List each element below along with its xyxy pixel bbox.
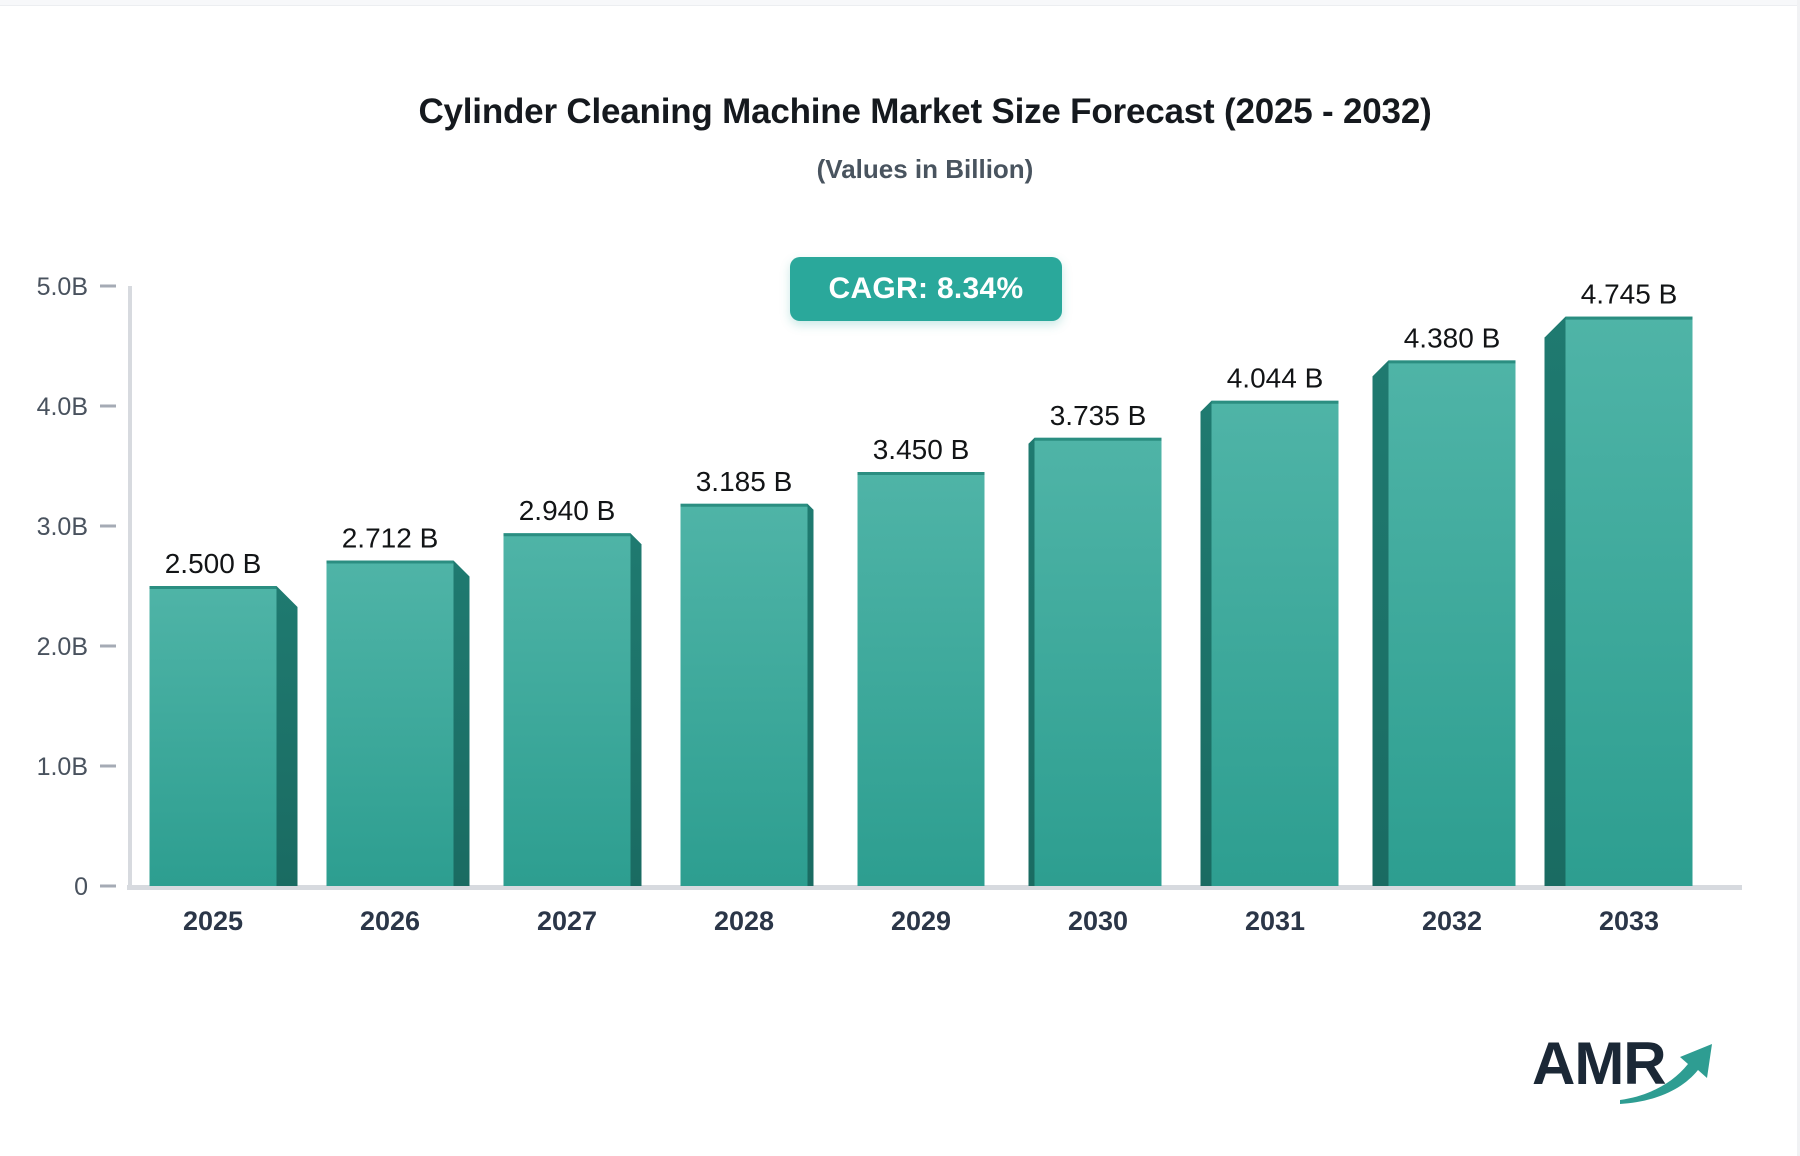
bar-value-label: 3.735 B — [1050, 400, 1147, 431]
bar-value-label: 4.380 B — [1404, 322, 1501, 353]
bar-2028: 3.185 B 2028 — [680, 466, 814, 936]
bar-side-face — [1200, 400, 1212, 886]
bar-side-face — [1544, 316, 1566, 887]
bar-value-label: 2.712 B — [342, 523, 439, 554]
y-tick-label: 3.0B — [37, 513, 88, 541]
bar-2029: 3.450 B 2029 — [857, 434, 985, 936]
y-tick-label: 1.0B — [37, 753, 88, 781]
bar-value-label: 4.745 B — [1581, 279, 1678, 310]
bar-front-face — [503, 533, 631, 886]
bar-side-face — [1372, 360, 1389, 886]
bar-chart: 5.0B 4.0B 3.0B 2.0B 1.0B 0 2.500 B 2025 2.712 B… — [37, 273, 1742, 936]
cagr-badge-label: CAGR: 8.34% — [828, 272, 1024, 305]
x-category-label: 2027 — [537, 906, 597, 936]
bar-side-face — [453, 560, 470, 886]
bar-front-face — [680, 503, 808, 886]
x-category-label: 2033 — [1599, 906, 1659, 936]
x-category-label: 2029 — [891, 906, 951, 936]
chart-title: Cylinder Cleaning Machine Market Size Fo… — [418, 92, 1432, 131]
growth-arrow-icon — [1620, 1044, 1712, 1104]
bar-value-label: 3.185 B — [696, 466, 793, 497]
page-top-strip — [0, 0, 1800, 6]
bar-side-face — [807, 503, 814, 886]
x-category-label: 2031 — [1245, 906, 1305, 936]
x-category-label: 2030 — [1068, 906, 1128, 936]
bar-front-face — [1034, 437, 1162, 886]
bar-side-face — [276, 586, 298, 886]
x-category-label: 2028 — [714, 906, 774, 936]
bar-side-face — [1028, 437, 1035, 886]
bar-side-face — [630, 533, 642, 886]
amr-logo-text: AMR — [1532, 1030, 1667, 1097]
x-category-label: 2032 — [1422, 906, 1482, 936]
bars-layer: 2.500 B 2025 2.712 B 2026 2.940 B 2027 3.185 B… — [149, 279, 1693, 936]
bar-front-face — [1388, 360, 1516, 886]
y-tick-label: 2.0B — [37, 633, 88, 661]
bar-front-face — [1211, 400, 1339, 886]
bar-value-label: 2.940 B — [519, 495, 616, 526]
chart-header: Cylinder Cleaning Machine Market Size Fo… — [60, 92, 1790, 185]
bar-front-face — [1565, 316, 1693, 887]
bar-front-face — [857, 472, 985, 886]
page-right-strip — [1797, 0, 1800, 1156]
y-tick-label: 4.0B — [37, 393, 88, 421]
bar-2030: 3.735 B 2030 — [1028, 400, 1162, 936]
cagr-badge: CAGR: 8.34% — [790, 257, 1062, 321]
x-category-label: 2025 — [183, 906, 243, 936]
bar-2027: 2.940 B 2027 — [503, 495, 642, 936]
growth-arrow-path — [1620, 1044, 1712, 1104]
bar-2025: 2.500 B 2025 — [149, 548, 298, 936]
chart-subtitle: (Values in Billion) — [816, 154, 1034, 184]
bar-front-face — [326, 560, 454, 886]
y-tick-label: 5.0B — [37, 273, 88, 301]
bar-2032: 4.380 B 2032 — [1372, 322, 1516, 936]
y-tick-label: 0 — [74, 873, 88, 901]
amr-logo: AMR — [1532, 1032, 1712, 1112]
axis-layer: 5.0B 4.0B 3.0B 2.0B 1.0B 0 — [37, 273, 1742, 901]
bar-2033: 4.745 B 2033 — [1544, 279, 1693, 936]
bar-value-label: 4.044 B — [1227, 363, 1324, 394]
bar-2026: 2.712 B 2026 — [326, 523, 470, 936]
bar-value-label: 3.450 B — [873, 434, 970, 465]
bar-2031: 4.044 B 2031 — [1200, 363, 1339, 936]
x-category-label: 2026 — [360, 906, 420, 936]
bar-front-face — [149, 586, 277, 886]
bar-value-label: 2.500 B — [165, 548, 262, 579]
